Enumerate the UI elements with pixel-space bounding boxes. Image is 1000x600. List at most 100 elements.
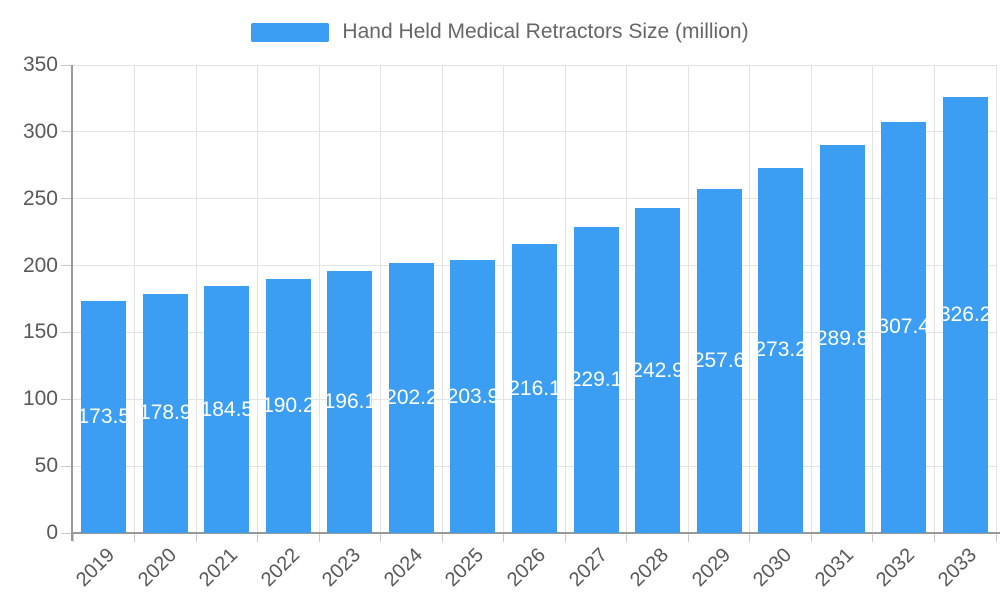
x-axis-label: 2024 bbox=[379, 544, 427, 592]
bar[interactable]: 289.8 bbox=[819, 145, 865, 533]
bar[interactable]: 326.2 bbox=[942, 96, 988, 533]
gridline-vertical bbox=[749, 65, 751, 533]
gridline-horizontal bbox=[73, 198, 996, 200]
x-axis-label: 2020 bbox=[133, 544, 181, 592]
y-axis-label: 250 bbox=[22, 186, 58, 210]
gridline-horizontal bbox=[73, 131, 996, 133]
legend-label[interactable]: Hand Held Medical Retractors Size (milli… bbox=[342, 20, 749, 43]
y-axis-tick bbox=[61, 331, 71, 333]
x-axis-tick bbox=[380, 534, 382, 542]
gridline-vertical bbox=[195, 65, 197, 533]
x-axis-label: 2027 bbox=[564, 544, 612, 592]
x-axis-tick bbox=[564, 534, 566, 542]
x-axis-tick bbox=[749, 534, 751, 542]
gridline-vertical bbox=[564, 65, 566, 533]
gridline-vertical bbox=[995, 65, 997, 533]
gridline-horizontal bbox=[73, 64, 996, 66]
x-axis-tick bbox=[995, 534, 997, 542]
x-axis-tick bbox=[318, 534, 320, 542]
x-axis-label: 2033 bbox=[933, 544, 981, 592]
x-axis-tick bbox=[441, 534, 443, 542]
bar-value-label: 184.5 bbox=[204, 397, 250, 421]
gridline-vertical bbox=[380, 65, 382, 533]
y-axis-tick bbox=[61, 64, 71, 66]
x-axis-tick bbox=[72, 534, 74, 542]
x-axis-label: 2026 bbox=[503, 544, 551, 592]
bar[interactable]: 257.6 bbox=[696, 188, 742, 533]
legend[interactable]: Hand Held Medical Retractors Size (milli… bbox=[0, 20, 1000, 44]
bar-value-label: 216.1 bbox=[512, 376, 557, 400]
bar-value-label: 202.2 bbox=[388, 385, 434, 409]
y-axis-tick bbox=[61, 131, 71, 133]
y-axis-tick bbox=[61, 198, 71, 200]
y-axis-label: 150 bbox=[22, 320, 58, 344]
x-axis-tick bbox=[687, 534, 689, 542]
gridline-vertical bbox=[441, 65, 443, 533]
x-axis-tick bbox=[872, 534, 874, 542]
x-axis-label: 2023 bbox=[318, 544, 366, 592]
x-axis-tick bbox=[626, 534, 628, 542]
bar-value-label: 273.2 bbox=[758, 338, 804, 362]
bar[interactable]: 216.1 bbox=[512, 244, 557, 533]
x-axis-label: 2019 bbox=[72, 544, 120, 592]
gridline-vertical bbox=[933, 65, 935, 533]
bar[interactable]: 184.5 bbox=[204, 286, 250, 533]
x-axis-label: 2030 bbox=[749, 544, 797, 592]
gridline-vertical bbox=[318, 65, 320, 533]
gridline-vertical bbox=[626, 65, 628, 533]
bar[interactable]: 242.9 bbox=[635, 208, 681, 533]
bar[interactable]: 196.1 bbox=[327, 270, 373, 533]
x-axis-tick bbox=[134, 534, 136, 542]
x-axis-tick bbox=[810, 534, 812, 542]
bar-value-label: 257.6 bbox=[696, 348, 742, 372]
x-axis-tick bbox=[933, 534, 935, 542]
x-axis-tick bbox=[257, 534, 259, 542]
bar[interactable]: 273.2 bbox=[758, 167, 804, 533]
y-axis-label: 0 bbox=[46, 521, 58, 544]
bar-value-label: 289.8 bbox=[819, 327, 865, 351]
bar[interactable]: 229.1 bbox=[573, 226, 619, 533]
x-axis-label: 2028 bbox=[626, 544, 674, 592]
x-axis-label: 2025 bbox=[441, 544, 489, 592]
x-axis-tick bbox=[503, 534, 505, 542]
bar-value-label: 203.9 bbox=[450, 384, 496, 408]
bar-value-label: 326.2 bbox=[942, 302, 988, 326]
bar[interactable]: 190.2 bbox=[265, 278, 311, 533]
gridline-vertical bbox=[503, 65, 505, 533]
x-axis-label: 2022 bbox=[256, 544, 304, 592]
x-axis-label: 2021 bbox=[195, 544, 243, 592]
x-axis-label: 2032 bbox=[872, 544, 920, 592]
bar[interactable]: 173.5 bbox=[81, 301, 127, 533]
gridline-vertical bbox=[257, 65, 259, 533]
bar-value-label: 196.1 bbox=[327, 389, 373, 413]
legend-swatch[interactable] bbox=[251, 22, 330, 42]
y-axis-tick bbox=[61, 465, 71, 467]
y-axis-tick bbox=[61, 398, 71, 400]
y-axis-tick bbox=[61, 532, 71, 534]
y-axis-label: 200 bbox=[22, 253, 58, 277]
bar-value-label: 173.5 bbox=[81, 404, 127, 428]
y-axis-tick bbox=[61, 265, 71, 267]
gridline-vertical bbox=[810, 65, 812, 533]
bar[interactable]: 307.4 bbox=[881, 121, 927, 533]
gridline-vertical bbox=[872, 65, 874, 533]
x-axis-tick bbox=[195, 534, 197, 542]
bar-value-label: 229.1 bbox=[573, 367, 619, 391]
y-axis-label: 50 bbox=[34, 454, 58, 478]
gridline-vertical bbox=[687, 65, 689, 533]
bar-value-label: 307.4 bbox=[881, 315, 927, 339]
y-axis-label: 300 bbox=[22, 119, 58, 143]
x-axis-line bbox=[71, 532, 1000, 534]
bar[interactable]: 203.9 bbox=[450, 260, 496, 533]
x-axis-label: 2031 bbox=[810, 544, 858, 592]
bar-value-label: 190.2 bbox=[265, 393, 311, 417]
bar[interactable]: 202.2 bbox=[388, 262, 434, 533]
x-axis-label: 2029 bbox=[687, 544, 735, 592]
gridline-vertical bbox=[134, 65, 136, 533]
bar-value-label: 178.9 bbox=[142, 401, 188, 425]
y-axis-label: 350 bbox=[22, 53, 58, 76]
bar[interactable]: 178.9 bbox=[142, 293, 188, 533]
y-axis-line bbox=[71, 65, 73, 541]
